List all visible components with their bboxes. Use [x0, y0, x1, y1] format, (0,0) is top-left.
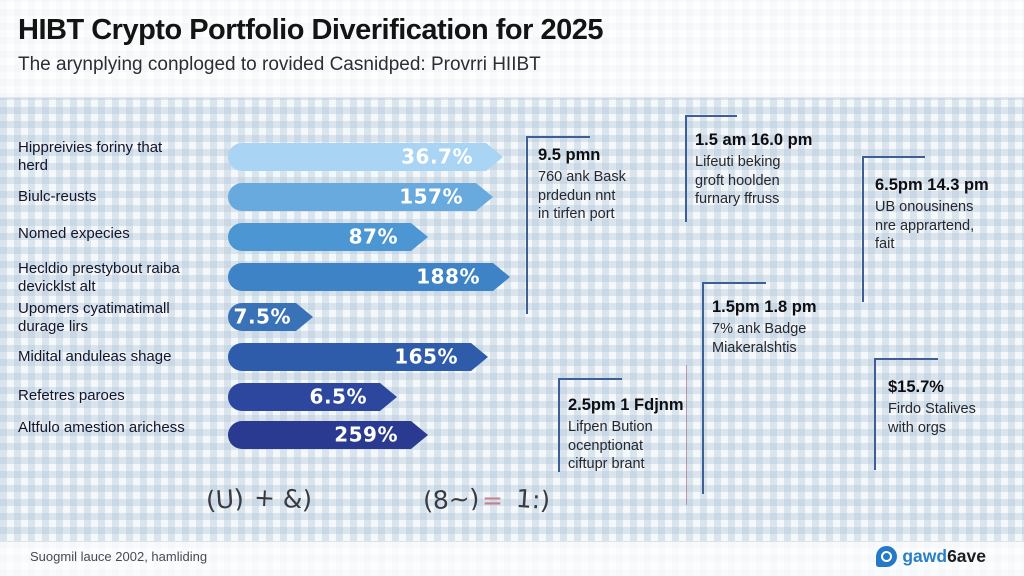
brand-logo: gawd6ave	[876, 546, 986, 567]
callout-leader-line	[526, 136, 590, 314]
callout-line: Firdo Stalives	[888, 401, 976, 417]
callout-heading: 1.5 am 16.0 pm	[695, 131, 813, 149]
brand-logo-text: gawd6ave	[902, 546, 986, 567]
bar-row: 7.5%	[228, 303, 313, 331]
callout-leader-line	[558, 378, 622, 472]
callout-heading: $15.7%	[888, 378, 944, 396]
callout-line: Miakeralshtis	[712, 339, 797, 356]
bar-value-label: 36.7%	[401, 144, 473, 169]
callout-line: UB onousinens	[875, 199, 974, 215]
bar-row: 259%	[228, 421, 428, 449]
callout-line: ciftupr brant	[568, 456, 645, 472]
callout-line: with orgs	[888, 419, 947, 436]
category-label: Altfulo amestion arichess	[18, 419, 185, 436]
doodle-glyph: (U)	[205, 483, 245, 516]
footer-band	[0, 541, 1024, 576]
source-note: Suogmil lauce 2002, hamliding	[30, 549, 208, 564]
header-band: HIBT Crypto Portfolio Diverification for…	[0, 0, 1024, 98]
bar-value-label: 157%	[399, 184, 463, 209]
callout-leader-line	[685, 115, 737, 222]
callout-line: nre apprartend,	[875, 217, 975, 234]
callout-line: groft hoolden	[695, 172, 780, 189]
callout-line: in tirfen port	[538, 206, 615, 222]
category-label: Upomers cyatimatimall durage lirs	[18, 300, 170, 335]
bar-value-label: 6.5%	[309, 384, 367, 409]
bar-value-label: 165%	[394, 344, 458, 369]
bar-row: 188%	[228, 263, 510, 291]
bar-value-label: 7.5%	[233, 304, 291, 329]
callout-line: Lifeuti beking	[695, 154, 781, 170]
category-label: Hippreivies foriny that herd	[18, 139, 163, 174]
bar-value-label: 259%	[334, 422, 398, 447]
brand-logo-text-dark: 6ave	[947, 546, 986, 566]
callout-line: ocenptionat	[568, 437, 643, 454]
accent-line	[686, 365, 687, 505]
bar-row: 36.7%	[228, 143, 503, 171]
category-label: Nomed expecies	[18, 225, 130, 242]
bar-row: 87%	[228, 223, 428, 251]
bar-value-label: 87%	[348, 224, 398, 249]
doodle-glyph: + &)	[253, 482, 313, 515]
callout-box: 1.5 am 16.0 pm Lifeuti beking groft hool…	[695, 131, 812, 209]
callout-leader-line	[702, 282, 766, 494]
brand-logo-text-blue: gawd	[902, 546, 948, 566]
doodle-equals-glyph: =	[482, 486, 503, 515]
callout-box: $15.7% Firdo Stalives with orgs	[888, 378, 976, 437]
callout-leader-line	[874, 358, 938, 470]
callout-box: 2.5pm 1 Fdjnm Lifpen Bution ocenptionat …	[568, 396, 684, 474]
category-label: Midital anduleas shage	[18, 348, 172, 365]
bar-row: 157%	[228, 183, 493, 211]
bar-row: 6.5%	[228, 383, 397, 411]
callout-line: Lifpen Bution	[568, 419, 653, 435]
callout-heading: 2.5pm 1 Fdjnm	[568, 396, 684, 414]
category-label: Hecldio prestybout raiba devicklst alt	[18, 260, 180, 295]
callout-leader-line	[862, 156, 925, 302]
brand-logo-icon	[876, 546, 898, 567]
callout-box: 1.5pm 1.8 pm 7% ank Badge Miakeralshtis	[712, 298, 817, 357]
callout-line: fait	[875, 236, 895, 252]
category-label: Biulc-reusts	[18, 188, 97, 205]
callout-line: 760 ank Bask	[538, 169, 626, 185]
callout-line: furnary ffruss	[695, 191, 780, 207]
doodle-glyph: (8~)	[422, 483, 481, 516]
callout-box: 9.5 pmn 760 ank Bask prdedun nnt in tirf…	[538, 146, 626, 224]
bar-value-label: 188%	[416, 264, 480, 289]
doodle-glyph: 1:)	[515, 483, 552, 516]
callout-box: 6.5pm 14.3 pm UB onousinens nre apprarte…	[875, 176, 989, 254]
category-label: Refetres paroes	[18, 387, 125, 404]
callout-line: prdedun nnt	[538, 187, 616, 204]
callout-heading: 1.5pm 1.8 pm	[712, 298, 817, 316]
callout-heading: 9.5 pmn	[538, 146, 601, 164]
page-subtitle: The arynplying conploged to rovided Casn…	[18, 54, 541, 75]
callout-line: 7% ank Badge	[712, 321, 807, 337]
bar-row: 165%	[228, 343, 488, 371]
callout-heading: 6.5pm 14.3 pm	[875, 176, 989, 194]
page-title: HIBT Crypto Portfolio Diverification for…	[18, 14, 603, 46]
